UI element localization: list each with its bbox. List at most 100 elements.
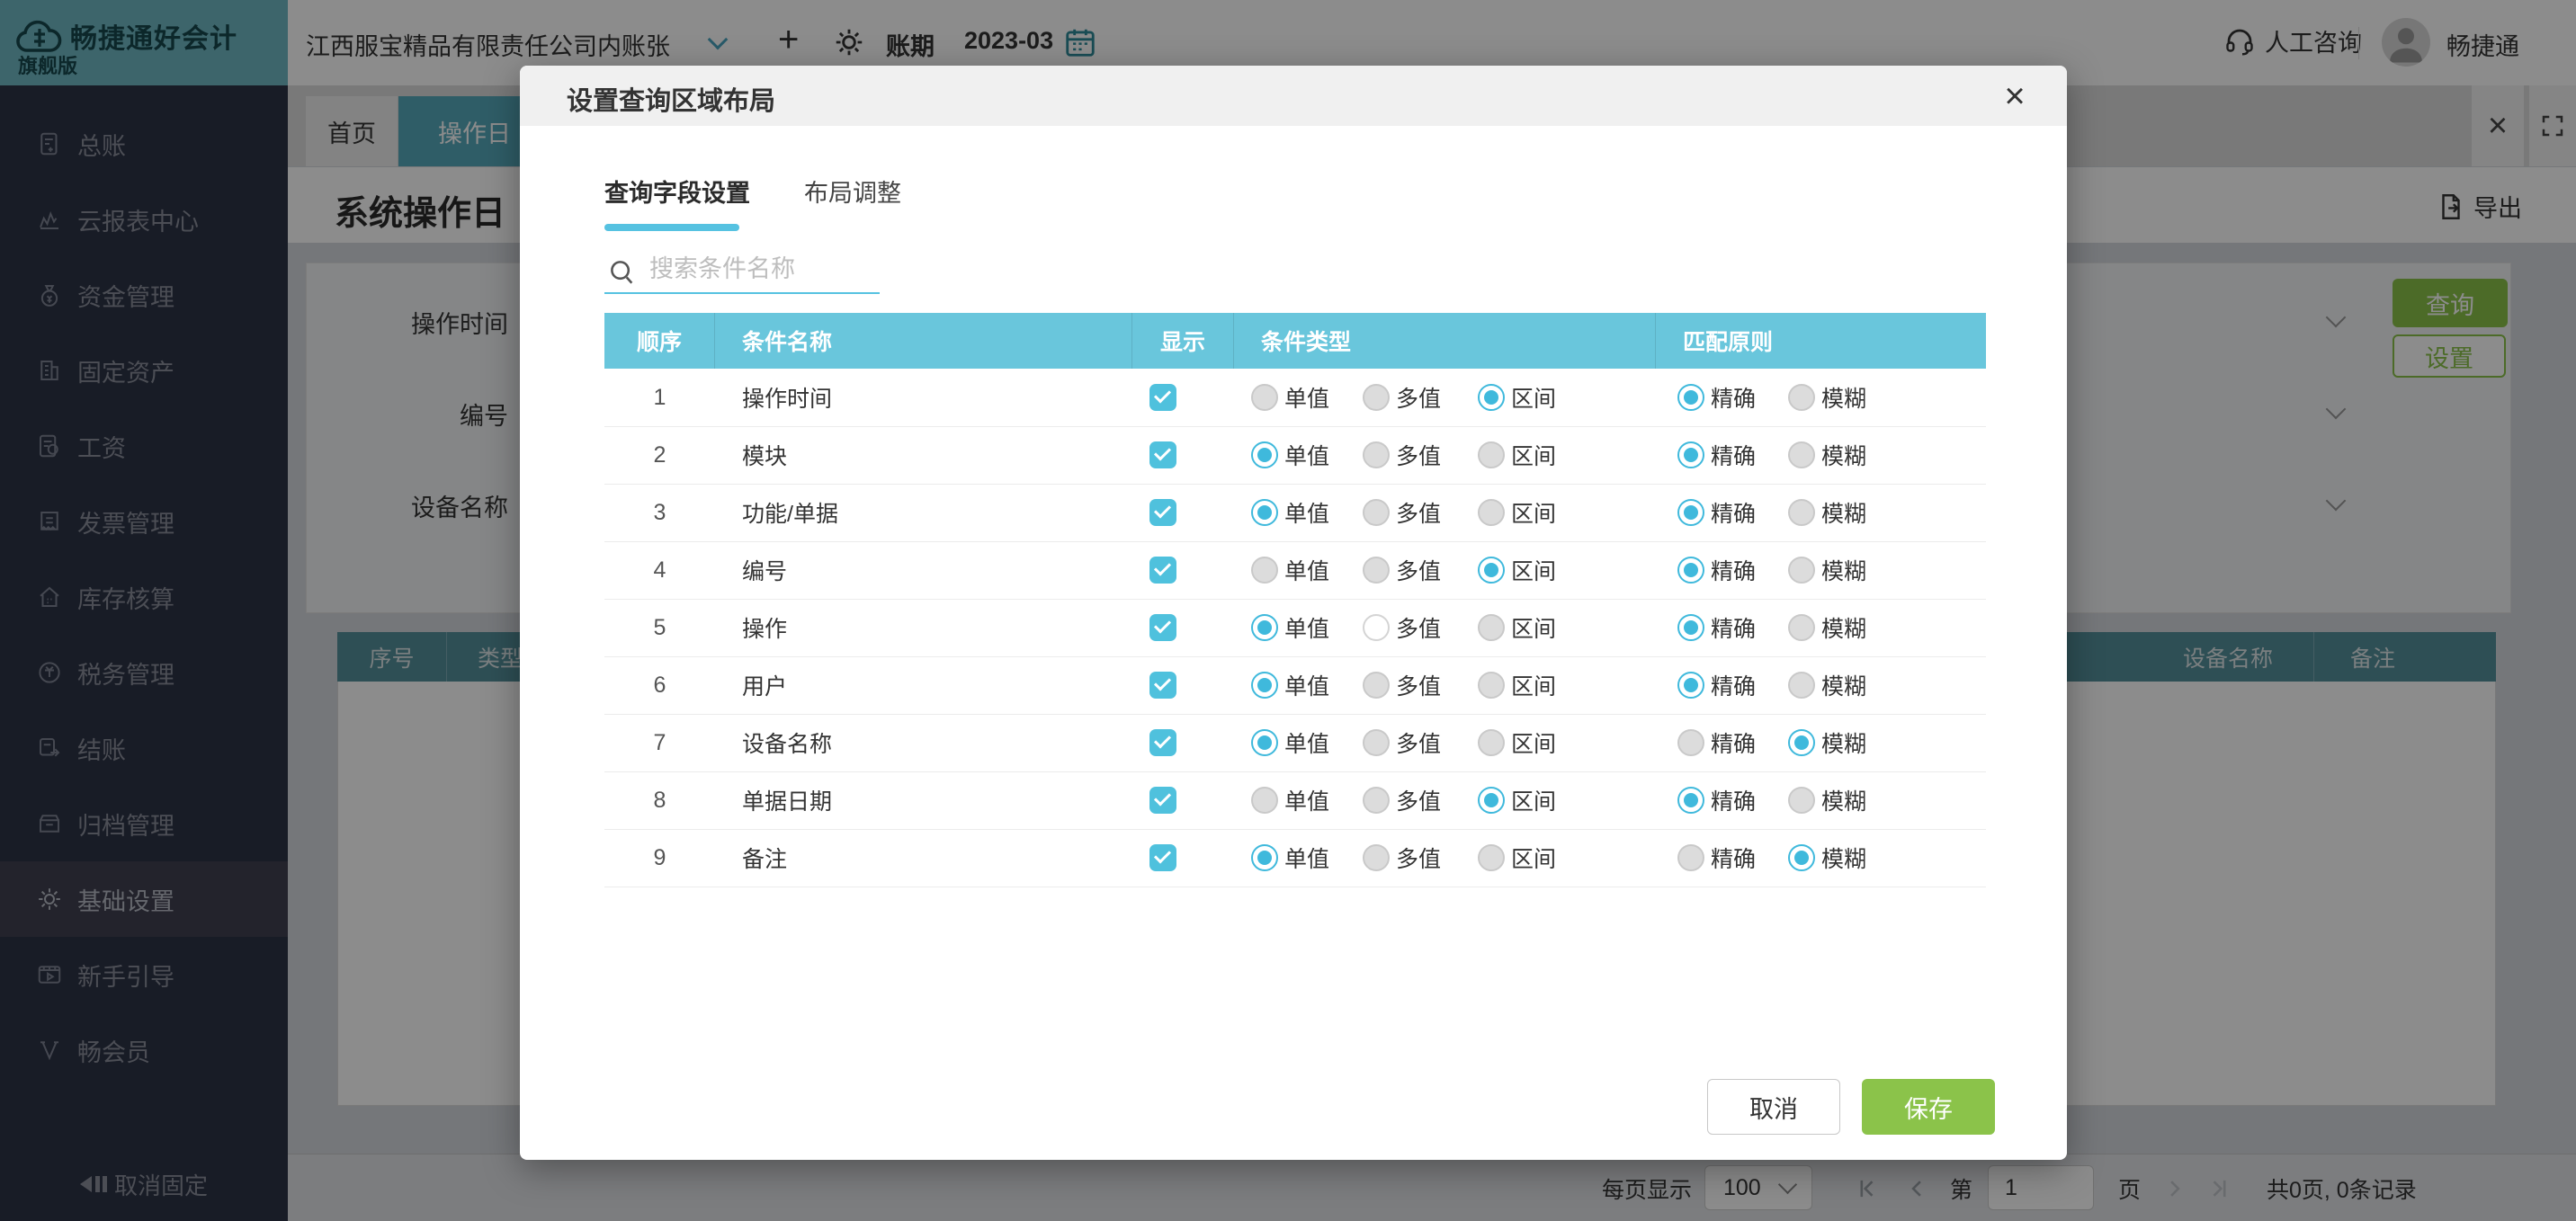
cancel-button[interactable]: 取消 <box>1707 1079 1840 1135</box>
visible-checkbox[interactable] <box>1149 729 1176 756</box>
sidebar-collapse-button[interactable]: 取消固定 <box>0 1160 288 1208</box>
condition-search <box>604 251 880 294</box>
condition-search-input[interactable] <box>648 254 876 284</box>
username[interactable]: 畅捷通 <box>2446 33 2519 60</box>
match-radio-模糊[interactable]: 模糊 <box>1788 771 1866 829</box>
type-radio-区间[interactable]: 区间 <box>1478 426 1556 484</box>
prev-page-button[interactable] <box>1905 1154 1928 1221</box>
type-radio-多值[interactable]: 多值 <box>1363 599 1441 656</box>
match-radio-模糊[interactable]: 模糊 <box>1788 426 1866 484</box>
first-page-button[interactable] <box>1855 1154 1878 1221</box>
match-radio-模糊[interactable]: 模糊 <box>1788 369 1866 426</box>
sidebar-item-12[interactable]: 畅会员 <box>0 1012 288 1088</box>
match-radio-精确[interactable]: 精确 <box>1677 369 1756 426</box>
radio-icon <box>1478 441 1505 468</box>
type-radio-单值[interactable]: 单值 <box>1251 714 1329 771</box>
visible-checkbox[interactable] <box>1149 672 1176 699</box>
visible-checkbox[interactable] <box>1149 614 1176 641</box>
per-page-select[interactable]: 100 <box>1704 1165 1812 1210</box>
match-radio-模糊[interactable]: 模糊 <box>1788 829 1866 887</box>
type-radio-多值[interactable]: 多值 <box>1363 714 1441 771</box>
last-page-button[interactable] <box>2208 1154 2232 1221</box>
visible-checkbox[interactable] <box>1149 787 1176 814</box>
type-radio-单值[interactable]: 单值 <box>1251 484 1329 541</box>
sidebar-item-3[interactable]: 固定资产 <box>0 333 288 408</box>
sidebar-item-10[interactable]: 基础设置 <box>0 861 288 937</box>
visible-checkbox[interactable] <box>1149 499 1176 526</box>
sidebar-item-2[interactable]: 资金管理 <box>0 257 288 333</box>
match-radio-精确[interactable]: 精确 <box>1677 656 1756 714</box>
type-radio-多值[interactable]: 多值 <box>1363 484 1441 541</box>
tab-query-fields[interactable]: 查询字段设置 <box>604 180 750 207</box>
sidebar-item-1[interactable]: 云报表中心 <box>0 182 288 257</box>
save-button[interactable]: 保存 <box>1862 1079 1995 1135</box>
type-radio-单值[interactable]: 单值 <box>1251 541 1329 599</box>
type-radio-单值[interactable]: 单值 <box>1251 771 1329 829</box>
radio-icon <box>1363 787 1390 814</box>
match-radio-精确[interactable]: 精确 <box>1677 771 1756 829</box>
radio-icon <box>1677 614 1704 641</box>
type-radio-多值[interactable]: 多值 <box>1363 771 1441 829</box>
type-radio-多值[interactable]: 多值 <box>1363 656 1441 714</box>
match-radio-精确[interactable]: 精确 <box>1677 829 1756 887</box>
sidebar-item-11[interactable]: 新手引导 <box>0 937 288 1012</box>
query-button[interactable]: 查询 <box>2393 279 2508 327</box>
type-radio-区间[interactable]: 区间 <box>1478 599 1556 656</box>
settings-button[interactable]: 设置 <box>2393 334 2506 378</box>
tab-layout-adjust[interactable]: 布局调整 <box>804 180 901 207</box>
type-radio-区间[interactable]: 区间 <box>1478 369 1556 426</box>
sidebar-item-6[interactable]: 库存核算 <box>0 559 288 635</box>
sidebar-item-5[interactable]: 发票管理 <box>0 484 288 559</box>
match-radio-精确[interactable]: 精确 <box>1677 541 1756 599</box>
type-radio-单值[interactable]: 单值 <box>1251 829 1329 887</box>
type-radio-区间[interactable]: 区间 <box>1478 541 1556 599</box>
fullscreen-button[interactable] <box>2529 85 2576 166</box>
visible-checkbox[interactable] <box>1149 441 1176 468</box>
type-radio-区间[interactable]: 区间 <box>1478 484 1556 541</box>
match-radio-模糊[interactable]: 模糊 <box>1788 656 1866 714</box>
row-order: 1 <box>653 384 666 410</box>
match-radio-精确[interactable]: 精确 <box>1677 484 1756 541</box>
sidebar-item-0[interactable]: 总账 <box>0 106 288 182</box>
period-value[interactable]: 2023-03 <box>964 27 1054 54</box>
type-radio-多值[interactable]: 多值 <box>1363 541 1441 599</box>
type-radio-单值[interactable]: 单值 <box>1251 426 1329 484</box>
company-selector[interactable]: 江西服宝精品有限责任公司内账张 <box>306 33 670 60</box>
close-tab-button[interactable]: × <box>2472 85 2524 166</box>
sidebar-item-8[interactable]: 结账 <box>0 710 288 786</box>
match-radio-精确[interactable]: 精确 <box>1677 714 1756 771</box>
sidebar-item-7[interactable]: 税务管理 <box>0 635 288 710</box>
type-radio-区间[interactable]: 区间 <box>1478 829 1556 887</box>
next-page-button[interactable] <box>2163 1154 2187 1221</box>
type-radio-单值[interactable]: 单值 <box>1251 599 1329 656</box>
type-radio-多值[interactable]: 多值 <box>1363 426 1441 484</box>
type-radio-区间[interactable]: 区间 <box>1478 714 1556 771</box>
export-button[interactable]: 导出 <box>2436 189 2522 224</box>
visible-checkbox[interactable] <box>1149 844 1176 871</box>
type-radio-区间[interactable]: 区间 <box>1478 771 1556 829</box>
calendar-icon[interactable] <box>1063 25 1097 59</box>
type-radio-单值[interactable]: 单值 <box>1251 656 1329 714</box>
match-radio-模糊[interactable]: 模糊 <box>1788 484 1866 541</box>
sidebar-item-9[interactable]: 归档管理 <box>0 786 288 861</box>
support-button[interactable]: 人工咨询 <box>2223 23 2362 58</box>
add-account-button[interactable]: + <box>778 20 800 59</box>
page-input[interactable] <box>1988 1165 2094 1210</box>
match-radio-精确[interactable]: 精确 <box>1677 599 1756 656</box>
match-radio-模糊[interactable]: 模糊 <box>1788 599 1866 656</box>
match-radio-模糊[interactable]: 模糊 <box>1788 541 1866 599</box>
sidebar-item-4[interactable]: 工资 <box>0 408 288 484</box>
condition-row-2: 2 模块 单值 多值 区间 精确 模糊 <box>604 426 1986 485</box>
visible-checkbox[interactable] <box>1149 384 1176 411</box>
dialog-close-button[interactable]: × <box>2004 76 2026 116</box>
avatar[interactable] <box>2382 18 2430 67</box>
tab-home[interactable]: 首页 <box>306 96 398 166</box>
match-radio-精确[interactable]: 精确 <box>1677 426 1756 484</box>
visible-checkbox[interactable] <box>1149 557 1176 584</box>
type-radio-单值[interactable]: 单值 <box>1251 369 1329 426</box>
gear-icon[interactable] <box>832 25 866 59</box>
type-radio-区间[interactable]: 区间 <box>1478 656 1556 714</box>
type-radio-多值[interactable]: 多值 <box>1363 369 1441 426</box>
type-radio-多值[interactable]: 多值 <box>1363 829 1441 887</box>
match-radio-模糊[interactable]: 模糊 <box>1788 714 1866 771</box>
